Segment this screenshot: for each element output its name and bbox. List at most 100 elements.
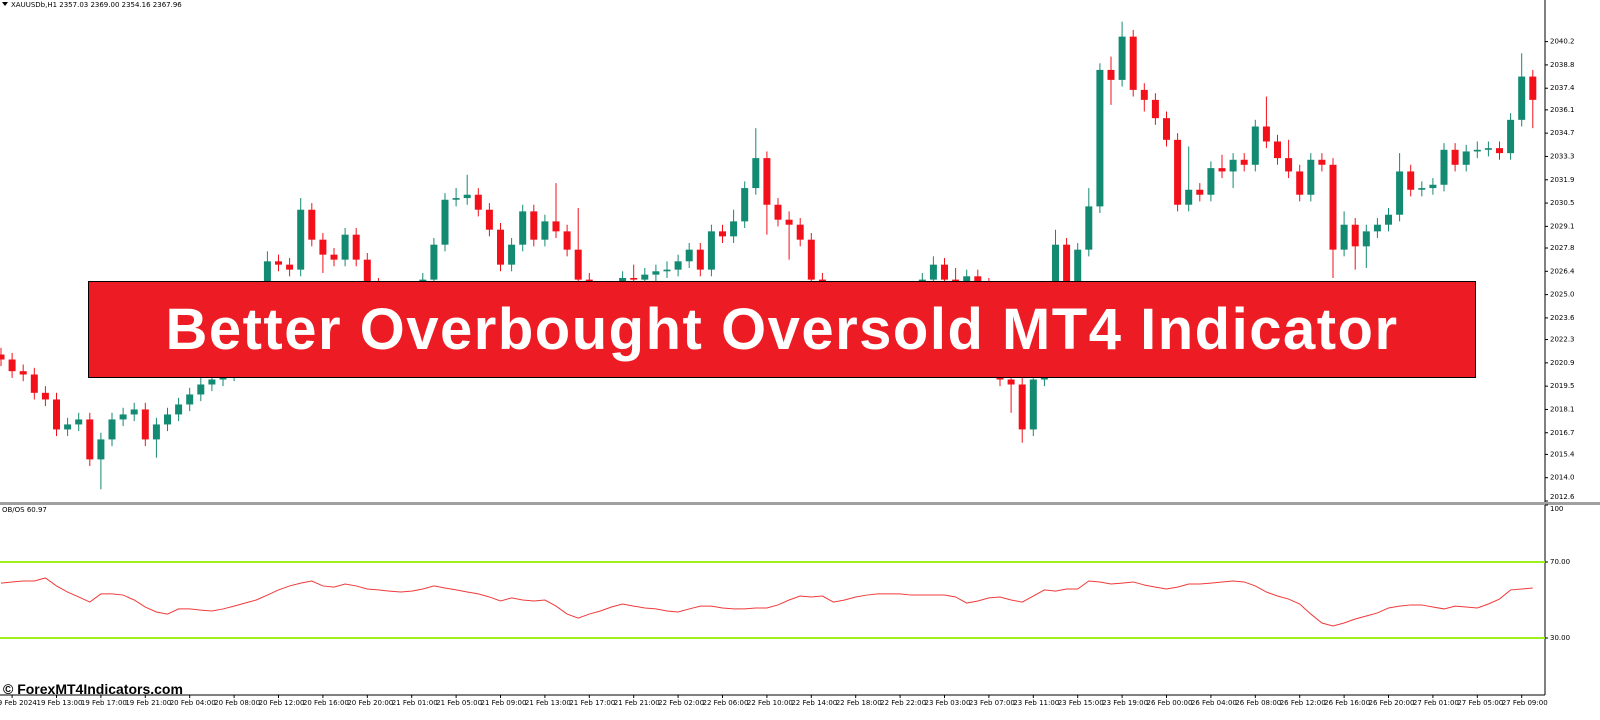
x-tick-label: 26 Feb 00:00 [1147, 699, 1193, 707]
y-tick-label: 2026.4 [1550, 267, 1575, 275]
x-tick-label: 26 Feb 20:00 [1369, 699, 1415, 707]
candle-body [1518, 76, 1526, 120]
candle-body [763, 158, 771, 205]
y-tick-label: 2015.4 [1550, 450, 1575, 458]
y-tick-label: 2031.9 [1550, 176, 1575, 184]
candle-body [1018, 384, 1026, 430]
candle-body [1484, 148, 1492, 150]
candle-body [1029, 379, 1037, 430]
x-tick-label: 20 Feb 20:00 [347, 699, 393, 707]
x-tick-label: 20 Feb 04:00 [170, 699, 216, 707]
x-tick-label: 21 Feb 05:00 [436, 699, 482, 707]
candle-body [1118, 36, 1126, 80]
symbol-marker [2, 2, 8, 6]
candle-body [963, 276, 971, 282]
candle-body [330, 254, 338, 260]
candle-body [1285, 158, 1293, 172]
candle-body [1340, 224, 1348, 250]
x-tick-label: 21 Feb 13:00 [525, 699, 571, 707]
candle-body [1063, 244, 1071, 290]
candle-body [186, 394, 194, 405]
candle-body [8, 359, 16, 372]
x-tick-label: 21 Feb 09:00 [481, 699, 527, 707]
x-tick-label: 19 Feb 17:00 [81, 699, 127, 707]
candle-body [552, 221, 560, 232]
candle-body [1151, 99, 1159, 119]
y-tick-label: 2038.8 [1550, 61, 1575, 69]
candle-body [952, 279, 960, 282]
y-tick-label: 2022.3 [1550, 336, 1575, 344]
candle-body [519, 211, 527, 245]
candle-body [1407, 171, 1415, 190]
x-tick-label: 27 Feb 01:00 [1413, 699, 1459, 707]
candle-body [208, 379, 216, 385]
candle-body [785, 219, 793, 225]
x-tick-label: 21 Feb 21:00 [614, 699, 660, 707]
x-tick-label: 26 Feb 08:00 [1235, 699, 1281, 707]
candle-body [1440, 149, 1448, 185]
candle-body [1351, 224, 1359, 247]
candle-body [64, 424, 72, 430]
candle-body [341, 234, 349, 260]
candle-body [1373, 224, 1381, 232]
candle-body [297, 209, 305, 270]
candle-body [574, 249, 582, 280]
candle-body [807, 239, 815, 280]
panel-separator [0, 502, 1600, 505]
candle-body [441, 199, 449, 245]
candle-body [1251, 126, 1259, 165]
candle-body [97, 439, 105, 460]
x-tick-label: 21 Feb 17:00 [569, 699, 615, 707]
candle-body [1007, 379, 1015, 385]
candle-body [30, 374, 38, 393]
y-tick-label: 2034.7 [1550, 129, 1575, 137]
y-tick-label: 70.00 [1550, 558, 1570, 566]
candle-body [652, 271, 660, 275]
candle-body [175, 404, 183, 415]
candle-body [1507, 119, 1515, 154]
y-tick-label: 100 [1550, 505, 1563, 513]
candle-body [685, 249, 693, 262]
x-tick-label: 26 Feb 04:00 [1191, 699, 1237, 707]
y-tick-label: 2029.1 [1550, 222, 1575, 230]
y-tick-label: 2019.5 [1550, 382, 1575, 390]
candle-body [1451, 149, 1459, 165]
x-tick-label: 23 Feb 19:00 [1102, 699, 1148, 707]
y-tick-label: 2012.6 [1550, 493, 1575, 501]
x-tick-label: 26 Feb 16:00 [1324, 699, 1370, 707]
y-tick-label: 2040.2 [1550, 38, 1575, 46]
candle-body [485, 209, 493, 230]
candle-body [508, 244, 516, 265]
candle-body [108, 419, 116, 440]
candle-body [463, 194, 471, 199]
candle-body [663, 269, 671, 272]
candle-body [1296, 171, 1304, 195]
candle-body [941, 264, 948, 280]
x-tick-label: 22 Feb 14:00 [791, 699, 837, 707]
candle-body [86, 419, 94, 460]
candle-body [530, 211, 538, 240]
x-tick-label: 20 Feb 12:00 [259, 699, 305, 707]
candle-body [474, 194, 482, 210]
watermark: © ForexMT4Indicators.com [3, 681, 183, 697]
banner: Better Overbought Oversold MT4 Indicator [88, 281, 1476, 378]
candle-body [1074, 249, 1082, 290]
x-tick-label: 22 Feb 22:00 [880, 699, 926, 707]
indicator-line [0, 577, 1533, 627]
candle-body [53, 399, 60, 430]
y-tick-label: 2016.7 [1550, 429, 1575, 437]
y-tick-label: 30.00 [1550, 634, 1570, 642]
x-tick-label: 21 Feb 01:00 [392, 699, 438, 707]
candle-body [730, 221, 738, 237]
candle-body [1107, 69, 1115, 80]
candle-body [929, 264, 937, 280]
candle-body [674, 261, 682, 270]
candle-body [741, 188, 749, 222]
y-tick-label: 2033.3 [1550, 152, 1575, 160]
y-tick-label: 2037.4 [1550, 84, 1575, 92]
candle-body [696, 249, 704, 270]
x-tick-label: 27 Feb 09:00 [1502, 699, 1548, 707]
candle-body [1196, 189, 1204, 195]
x-tick-label: 22 Feb 06:00 [703, 699, 749, 707]
panel-title: OB/OS 60.97 [2, 506, 47, 514]
